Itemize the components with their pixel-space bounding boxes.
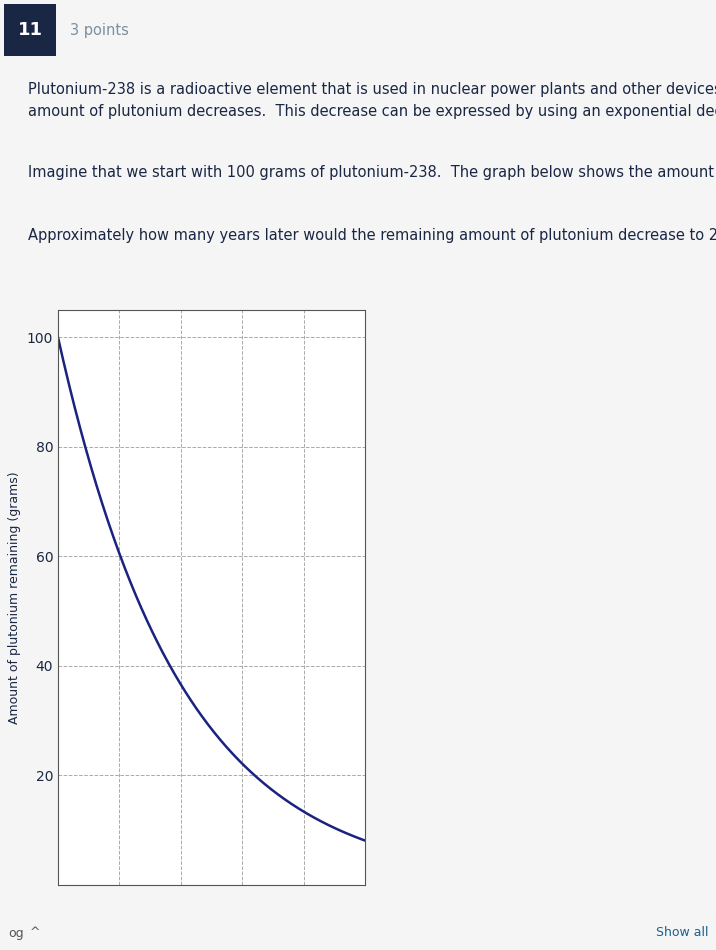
Text: Plutonium-238 is a radioactive element that is used in nuclear power plants and : Plutonium-238 is a radioactive element t… — [28, 82, 716, 97]
Bar — [4, 4, 56, 56]
Text: 11: 11 — [17, 21, 42, 39]
Text: 3 points: 3 points — [70, 23, 129, 37]
Text: amount of plutonium decreases.  This decrease can be expressed by using an expon: amount of plutonium decreases. This decr… — [28, 104, 716, 119]
Text: Imagine that we start with 100 grams of plutonium-238.  The graph below shows th: Imagine that we start with 100 grams of … — [28, 165, 716, 180]
Text: og: og — [8, 926, 24, 940]
Text: Show all: Show all — [656, 926, 708, 940]
Y-axis label: Amount of plutonium remaining (grams): Amount of plutonium remaining (grams) — [8, 471, 21, 724]
Text: Approximately how many years later would the remaining amount of plutonium decre: Approximately how many years later would… — [28, 228, 716, 243]
Text: ^: ^ — [30, 926, 41, 940]
